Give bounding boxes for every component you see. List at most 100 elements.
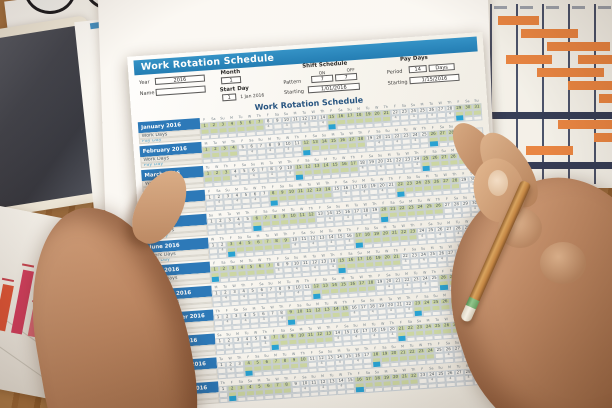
pay-day-cell: [443, 213, 453, 220]
period-unit-field: Days: [428, 63, 455, 72]
gantt-bar: [497, 16, 540, 25]
pay-day-cell: [359, 315, 369, 322]
pay-day-cell: [386, 313, 397, 320]
pay-day-cell: [373, 386, 383, 393]
pay-day-cell: [413, 310, 424, 318]
pay-day-cell: [218, 133, 229, 139]
pay-day-cell: [418, 119, 429, 125]
pay-day-cell: [224, 349, 235, 355]
pay-day-cell: [285, 296, 295, 303]
pay-day-cell: [253, 371, 264, 377]
pay-day-cell: [414, 191, 424, 198]
pay-day-cell: [372, 242, 382, 249]
pay-day-cell: [327, 123, 338, 132]
pay-day-cell: [388, 217, 399, 223]
pay-day-cell: [300, 127, 311, 133]
pay-day-cell: [397, 335, 407, 343]
pay-day-marker: [430, 140, 438, 147]
pay-day-cell: [323, 197, 334, 204]
pay-day-cell: [317, 366, 327, 373]
pay-day-cell: [223, 204, 234, 211]
pay-day-cell: [416, 215, 426, 222]
pay-day-cell: [318, 246, 328, 253]
pay-day-marker: [338, 267, 347, 274]
right-thumbnail: [488, 170, 508, 196]
pay-day-cell: [336, 124, 347, 131]
pay-day-cell: [286, 319, 297, 327]
pay-day-cell: [319, 270, 330, 276]
pay-day-marker: [270, 200, 278, 207]
pay-starting-field: 1/15/2016: [409, 73, 460, 85]
pay-day-cell: [214, 205, 225, 212]
pay-day-cell: [220, 156, 231, 163]
pay-day-cell: [335, 365, 345, 372]
pay-day-cell: [278, 201, 288, 207]
pay-day-marker: [271, 344, 279, 351]
pay-day-cell: [344, 364, 354, 371]
start-day-label: Start Day: [219, 85, 250, 94]
pay-day-cell: [405, 192, 415, 198]
pay-day-cell: [423, 190, 434, 197]
gantt-column-header: [520, 6, 533, 9]
pay-day-marker: [295, 174, 304, 181]
pay-day-cell: [282, 128, 292, 135]
gantt-divider: [482, 112, 612, 119]
gantt-grid-line: [542, 4, 544, 184]
gantt-column-header: [598, 6, 611, 9]
pay-day-marker: [328, 123, 337, 130]
pay-day-cell: [473, 115, 483, 121]
pay-day-cell: [429, 140, 439, 149]
pay-day-cell: [441, 189, 452, 196]
pay-day-cell: [454, 115, 465, 123]
pay-day-cell: [356, 267, 366, 274]
pay-day-cell: [297, 344, 307, 350]
pay-day-cell: [265, 274, 275, 280]
pay-day-cell: [355, 386, 365, 394]
pay-day-cell: [254, 250, 264, 257]
pay-day-cell: [329, 149, 339, 155]
pay-day-cell: [395, 313, 406, 319]
pay-day-cell: [351, 340, 362, 346]
pay-day-cell: [408, 360, 418, 367]
pay-day-cell: [374, 146, 385, 152]
pay-day-cell: [202, 158, 212, 164]
pay-day-cell: [264, 394, 275, 401]
pay-day-cell: [256, 274, 266, 281]
pay-day-cell: [337, 267, 348, 275]
pay-days-title: Pay Days: [399, 54, 429, 63]
pay-day-cell: [277, 321, 288, 328]
pay-day-cell: [349, 172, 359, 178]
pay-day-cell: [212, 301, 222, 308]
pay-day-cell: [308, 367, 318, 373]
pay-day-cell: [441, 309, 451, 316]
pay-day-cell: [440, 165, 450, 172]
pay-day-cell: [221, 301, 232, 307]
pay-day-cell: [284, 152, 294, 159]
pay-day-cell: [435, 358, 445, 365]
pay-day-cell: [304, 319, 315, 326]
pay-day-cell: [422, 311, 433, 317]
pay-day-cell: [341, 196, 352, 203]
pay-day-cell: [345, 124, 356, 130]
pay-day-cell: [439, 284, 449, 292]
pay-day-cell: [227, 251, 237, 259]
pay-day-cell: [463, 115, 474, 122]
pay-day-cell: [371, 361, 382, 369]
pay-day-cell: [390, 241, 401, 247]
pay-day-cell: [396, 191, 406, 199]
pay-day-cell: [236, 252, 246, 258]
pay-day-cell: [269, 200, 279, 208]
pay-day-cell: [238, 155, 249, 162]
pay-day-cell: [437, 262, 448, 268]
pay-day-cell: [375, 290, 386, 297]
pay-day-cell: [351, 195, 361, 202]
pay-day-cell: [291, 127, 301, 134]
pay-day-cell: [419, 263, 429, 269]
pay-day-cell: [437, 382, 447, 389]
pay-day-cell: [309, 391, 320, 397]
pay-day-cell: [434, 214, 444, 220]
pay-day-cell: [242, 203, 252, 210]
pay-day-cell: [282, 393, 293, 399]
pay-day-cell: [358, 171, 368, 178]
pay-day-cell: [219, 277, 230, 283]
